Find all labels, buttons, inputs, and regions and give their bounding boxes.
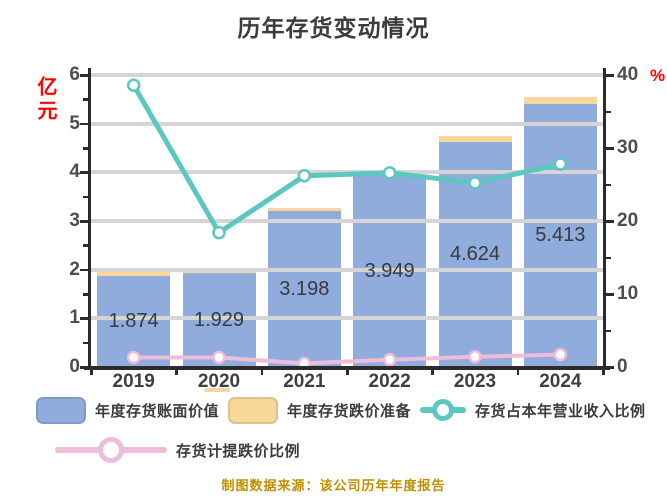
x-axis-tick [175,369,178,375]
left-axis-tick [83,341,88,345]
gridline [91,73,603,77]
left-axis-unit-label: 亿元 [34,76,56,124]
gridline [91,170,603,175]
bar-value-label: 5.413 [535,224,586,247]
left-axis-tick [83,244,88,247]
left-tick-label: 1 [69,307,80,329]
x-axis-tick [90,369,93,375]
left-axis-tick [80,74,88,77]
gridline [91,316,603,321]
bar-value-label: 3.198 [279,278,330,301]
line-marker-pink-icon [55,435,167,465]
bar-value-label: 1.929 [193,309,245,332]
x-tick-label-2021: 2021 [283,371,326,392]
data-point-marker [212,225,226,240]
bar-cap-2021 [267,207,341,212]
bar-2021 [267,211,341,367]
left-axis-tick [80,122,88,126]
right-axis-tick [606,256,611,259]
left-axis-tick [80,220,88,223]
right-axis-tick [606,329,611,332]
right-axis-tick [606,366,614,369]
left-axis-tick [80,268,88,272]
x-axis-tick [346,369,349,375]
left-axis-tick [83,147,88,150]
right-axis-tick [606,293,614,296]
left-tick-label: 2 [69,258,80,280]
gridline [91,267,603,272]
chart-title: 历年存货变动情况 [237,15,430,41]
bar-cap-2023 [438,136,512,142]
bar-value-label: 3.949 [364,259,415,282]
left-tick-label: 4 [69,161,80,183]
legend-label-revenue-ratio: 存货占本年营业收入比例 [475,402,646,420]
left-axis-tick [80,171,88,174]
right-axis-unit-label: % [650,66,666,85]
bar-swatch-blue-icon [36,396,86,424]
left-axis-tick [83,195,88,199]
right-axis-tick [606,74,614,77]
bar-cap-2024 [523,97,597,104]
x-tick-label-2023: 2023 [453,371,497,392]
legend-item-provision[interactable]: 年度存货跌价准备 [228,394,411,426]
left-axis-tick [80,366,88,369]
legend-label-provision: 年度存货跌价准备 [287,402,412,420]
legend-label-book-value: 年度存货账面价值 [95,402,220,420]
right-axis-tick [606,183,611,186]
gridline [91,121,603,126]
x-tick-label-2022: 2022 [368,371,411,392]
right-tick-label: 30 [617,137,639,158]
bar-value-label: 4.624 [449,243,501,266]
right-axis-tick [606,110,611,113]
marker-dot-icon [432,399,454,421]
data-source-note: 制图数据来源：该公司历年年度报告 [221,478,446,493]
right-axis-tick [606,220,614,223]
x-axis-line [84,366,610,370]
right-axis-line [603,68,606,370]
legend-label-provision-ratio: 存货计提跌价比例 [176,442,301,460]
marker-dot-icon [98,437,124,463]
x-tick-label-2019: 2019 [112,371,155,392]
bar-swatch-orange-icon [228,396,278,424]
left-axis-tick [83,98,88,101]
left-tick-label: 6 [69,64,80,85]
bar-value-label: 1.874 [108,310,159,333]
x-axis-tick [602,369,605,375]
line-marker-teal-icon [420,395,466,425]
right-tick-label: 10 [617,283,639,304]
x-axis-tick [516,369,520,375]
left-axis-line [88,68,91,370]
legend-item-revenue-ratio[interactable]: 存货占本年营业收入比例 [420,394,646,426]
left-tick-label: 5 [69,112,80,134]
bar-cap-2019 [97,270,171,276]
left-tick-label: 3 [69,210,80,231]
x-tick-label-2024: 2024 [539,371,582,392]
orange-dash-artifact [204,388,230,392]
left-axis-tick [80,317,88,320]
legend-item-provision-ratio[interactable]: 存货计提跌价比例 [55,434,300,466]
x-axis-tick [260,369,264,375]
data-point-marker [126,78,141,92]
right-tick-label: 40 [617,64,639,85]
right-axis-tick [606,147,614,150]
x-tick-label-2020: 2020 [197,371,241,392]
left-tick-label: 0 [69,356,80,377]
right-tick-label: 0 [617,356,628,377]
x-axis-tick [431,369,434,375]
right-tick-label: 20 [617,210,639,231]
legend-item-book-value[interactable]: 年度存货账面价值 [36,394,219,426]
left-axis-tick [83,293,88,296]
